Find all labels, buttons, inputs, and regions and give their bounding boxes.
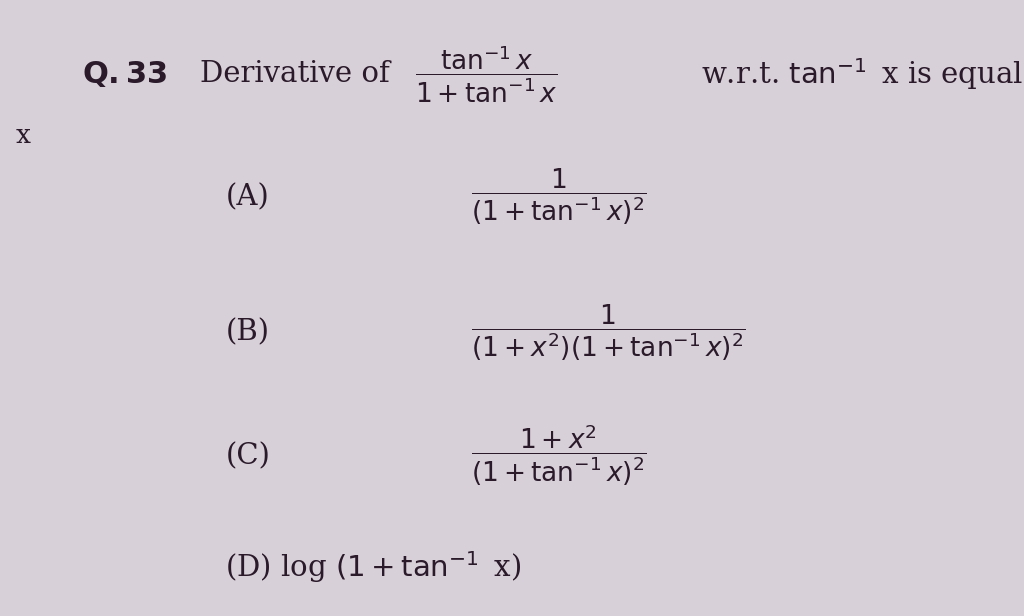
Text: w.r.t. $\tan^{-1}$ x is equal to-: w.r.t. $\tan^{-1}$ x is equal to- [701, 56, 1024, 92]
Text: (B): (B) [225, 318, 269, 347]
Text: (D) log $(1 + \tan^{-1}$ x): (D) log $(1 + \tan^{-1}$ x) [225, 549, 521, 585]
Text: $\dfrac{1}{(1+x^{2})(1+\tan^{-1}x)^{2}}$: $\dfrac{1}{(1+x^{2})(1+\tan^{-1}x)^{2}}$ [471, 302, 745, 363]
Text: Derivative of: Derivative of [200, 60, 389, 88]
Text: (A): (A) [225, 183, 269, 211]
Text: x: x [15, 123, 31, 148]
Text: $\dfrac{1+x^{2}}{(1+\tan^{-1}x)^{2}}$: $\dfrac{1+x^{2}}{(1+\tan^{-1}x)^{2}}$ [471, 423, 647, 488]
Text: $\mathbf{Q.33}$: $\mathbf{Q.33}$ [82, 59, 167, 89]
Text: $\dfrac{1}{(1+\tan^{-1}x)^{2}}$: $\dfrac{1}{(1+\tan^{-1}x)^{2}}$ [471, 167, 647, 227]
Text: (C): (C) [225, 442, 270, 470]
Text: $\dfrac{\tan^{-1}x}{1+\tan^{-1}x}$: $\dfrac{\tan^{-1}x}{1+\tan^{-1}x}$ [415, 43, 558, 105]
